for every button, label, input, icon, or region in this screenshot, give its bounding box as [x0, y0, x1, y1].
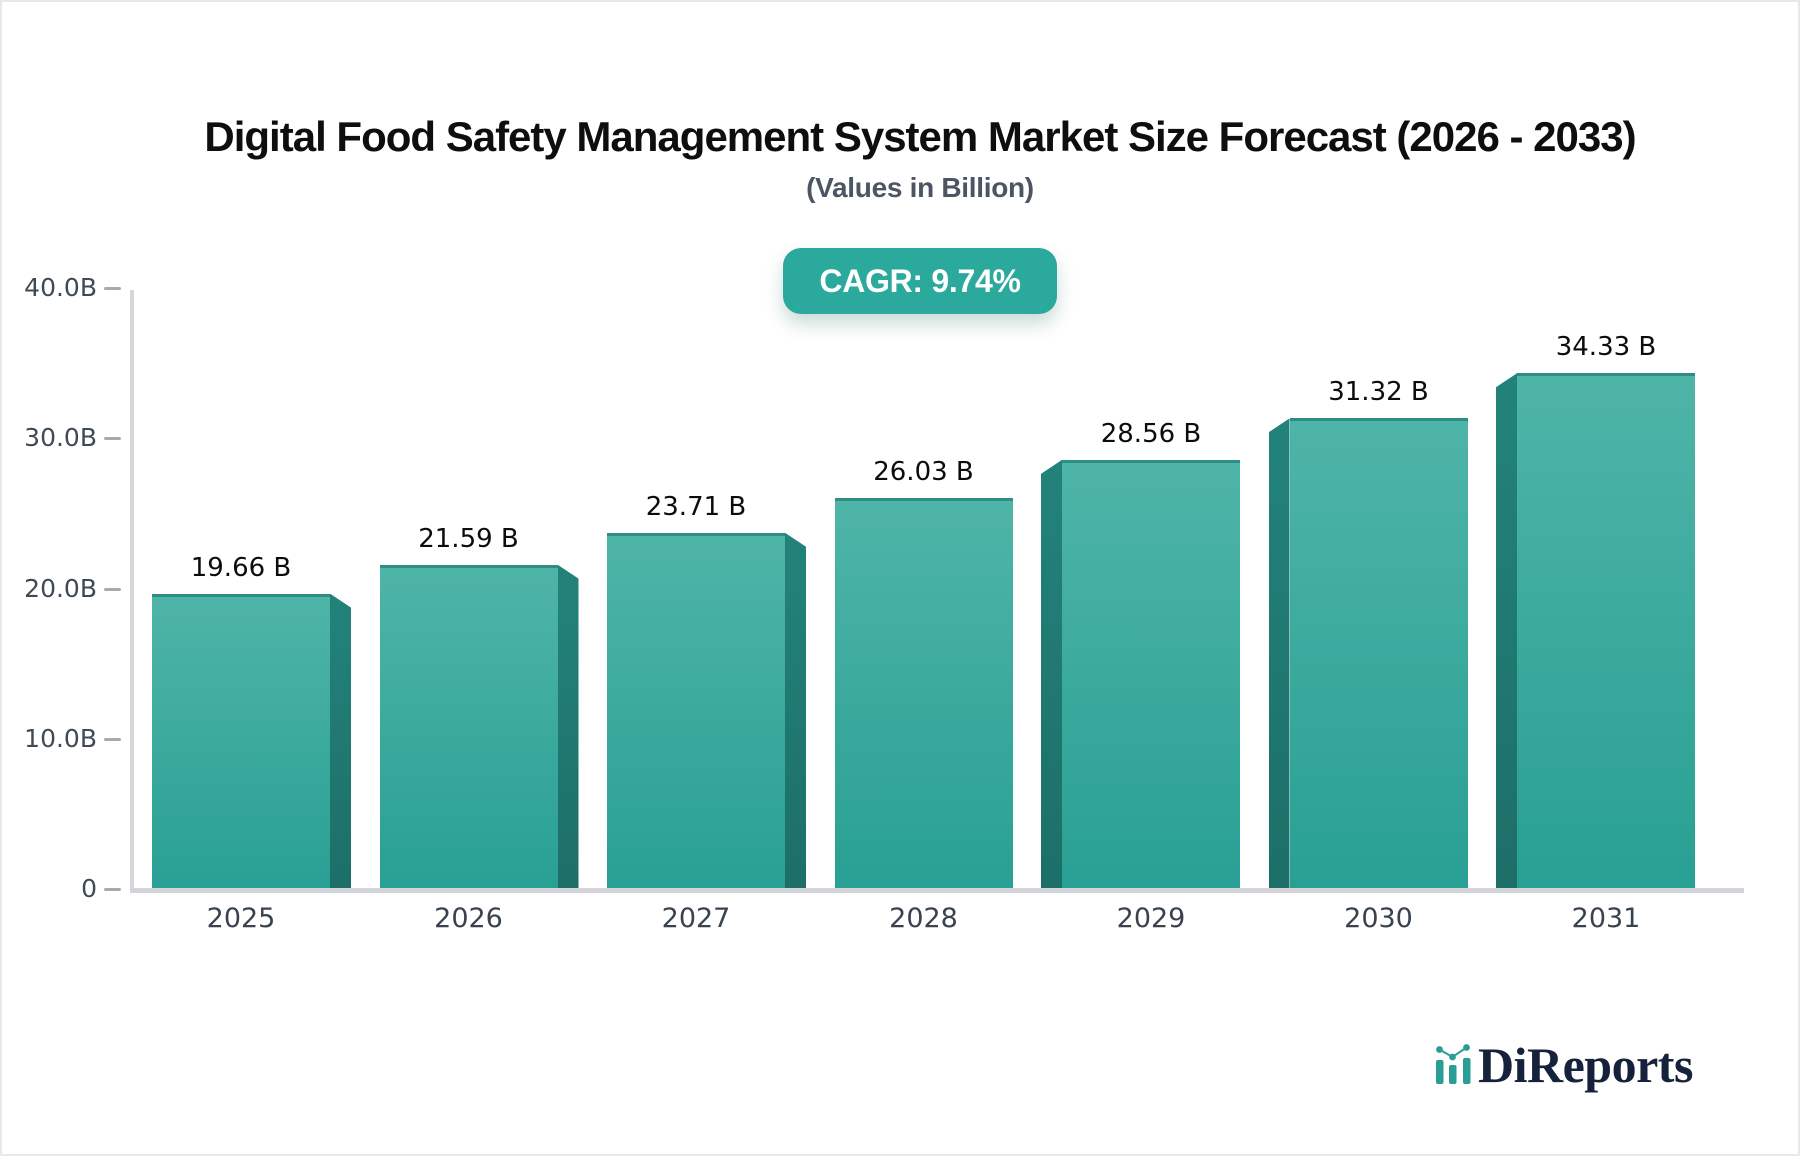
- y-axis-label-30.0B: 30.0B: [24, 423, 97, 453]
- chart-title: Digital Food Safety Management System Ma…: [204, 113, 1636, 160]
- bar-3d-side-2027: [785, 532, 806, 889]
- x-axis-label-2028: 2028: [889, 903, 958, 934]
- bar-value-label-2031: 34.33 B: [1555, 332, 1657, 363]
- y-axis-label-0: 0: [81, 874, 97, 903]
- bar-value-label-2025: 19.66 B: [190, 552, 292, 583]
- x-axis-label-2025: 2025: [206, 903, 276, 934]
- bar-value-label-2029: 28.56 B: [1100, 418, 1202, 449]
- y-axis-label-10.0B: 10.0B: [24, 723, 97, 753]
- y-axis-line: [130, 290, 134, 891]
- bar-value-label-2027: 23.71 B: [645, 491, 747, 522]
- bar-2027: [607, 532, 785, 889]
- bar-2026: [379, 564, 558, 889]
- bar-3d-side-2026: [557, 564, 579, 889]
- bar-2029: [1062, 459, 1240, 889]
- bar-3d-side-2030: [1268, 418, 1290, 889]
- bar-2025: [152, 593, 330, 889]
- chart-header: Digital Food Safety Management System Ma…: [42, 2, 1798, 314]
- y-axis-tick-10.0B: [104, 737, 121, 741]
- x-axis-label-2029: 2029: [1116, 903, 1186, 934]
- cagr-badge: CAGR: 9.74%: [783, 248, 1057, 314]
- bar-value-label-2026: 21.59 B: [418, 523, 519, 554]
- x-axis-label-2031: 2031: [1571, 903, 1641, 934]
- logo-wordmark: DiReports: [1478, 1037, 1693, 1093]
- x-axis-label-2026: 2026: [434, 903, 503, 934]
- y-axis-tick-30.0B: [104, 437, 121, 441]
- bar-value-label-2030: 31.32 B: [1328, 377, 1429, 408]
- bar-3d-side-2031: [1496, 373, 1517, 889]
- bar-value-label-2028: 26.03 B: [873, 456, 974, 487]
- y-axis-tick-20.0B: [104, 587, 121, 591]
- y-axis-label-20.0B: 20.0B: [24, 573, 97, 603]
- bar-chart-trend-icon: [1436, 1044, 1471, 1084]
- bar-2028: [834, 497, 1013, 889]
- bar-2030: [1289, 418, 1468, 889]
- x-axis-label-2027: 2027: [661, 903, 731, 934]
- x-axis-label-2030: 2030: [1344, 903, 1413, 934]
- x-axis-line: [130, 888, 1744, 893]
- y-axis-label-40.0B: 40.0B: [24, 273, 97, 302]
- bar-3d-side-2029: [1041, 459, 1062, 889]
- y-axis-tick-40.0B: [104, 287, 121, 290]
- bar-3d-side-2025: [330, 593, 351, 889]
- y-axis-tick-0: [104, 888, 121, 891]
- chart-subtitle: (Values in Billion): [806, 172, 1034, 203]
- bar-2031: [1517, 373, 1695, 889]
